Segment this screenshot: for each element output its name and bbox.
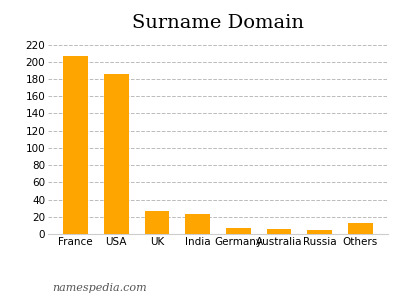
Bar <box>348 223 372 234</box>
Bar <box>267 229 291 234</box>
Bar <box>104 74 128 234</box>
Bar <box>64 56 88 234</box>
Title: Surname Domain: Surname Domain <box>132 14 304 32</box>
Bar <box>226 228 250 234</box>
Bar <box>145 211 169 234</box>
Text: namespedia.com: namespedia.com <box>52 283 147 293</box>
Bar <box>308 230 332 234</box>
Bar <box>186 214 210 234</box>
